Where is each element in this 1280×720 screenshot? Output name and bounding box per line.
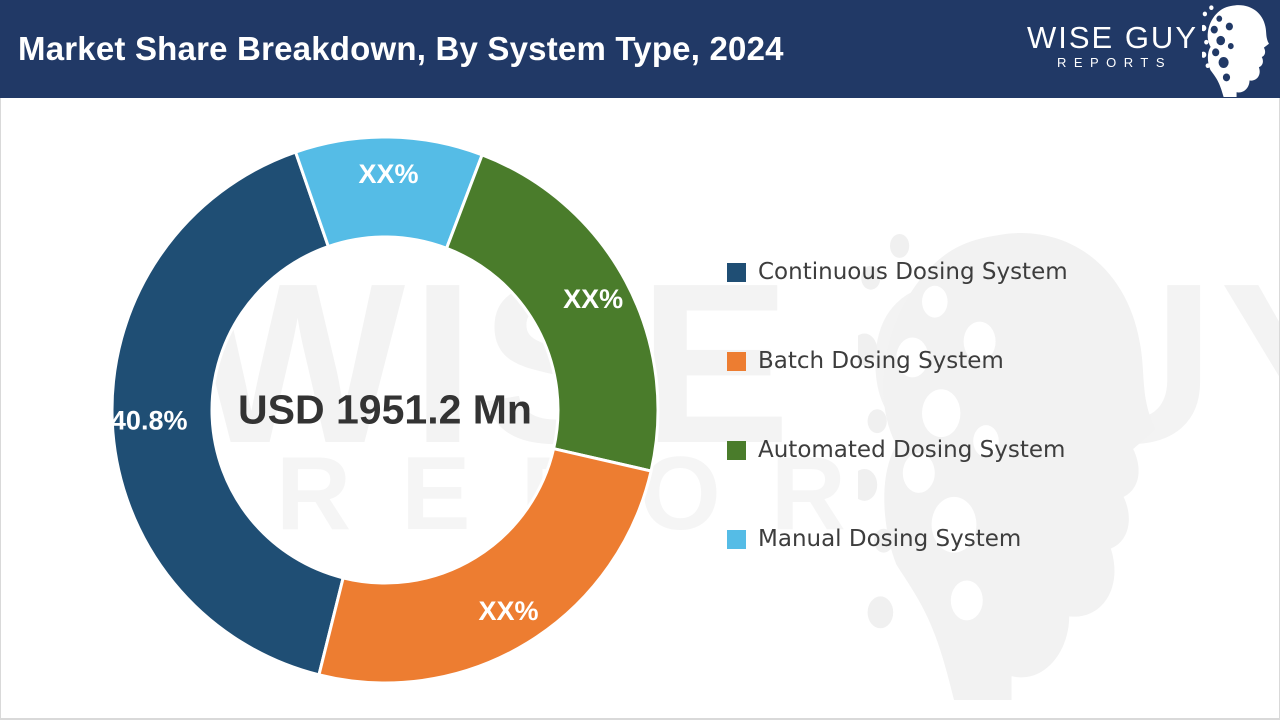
- watermark-face-logo: [858, 233, 1156, 700]
- logo-wordmark: WISE GUY: [1026, 19, 1198, 55]
- legend-swatch: [727, 529, 746, 549]
- legend-label: Manual Dosing System: [758, 526, 1022, 552]
- segment-percentage-label: 40.8%: [111, 406, 188, 436]
- segment-percentage-label: XX%: [478, 596, 538, 626]
- legend-label: Continuous Dosing System: [758, 259, 1068, 285]
- donut-segment-3[interactable]: [317, 447, 653, 685]
- legend-item-3[interactable]: Manual Dosing System: [727, 526, 1068, 552]
- logo-reports-text: REPORTS: [1056, 55, 1173, 71]
- segment-percentage-label: XX%: [563, 284, 623, 314]
- chart-center-value: USD 1951.2 Mn: [238, 386, 532, 433]
- logo-text: WISE GUY REPORTS: [1026, 19, 1198, 71]
- page-title: Market Share Breakdown, By System Type, …: [18, 30, 784, 67]
- legend-swatch: [727, 440, 746, 460]
- legend-label: Automated Dosing System: [758, 437, 1066, 463]
- legend-swatch: [727, 351, 746, 371]
- donut-segment-2[interactable]: [445, 153, 660, 473]
- donut-segment-0[interactable]: [110, 150, 345, 677]
- legend-label: Batch Dosing System: [758, 348, 1004, 374]
- logo-face-icon: [1202, 5, 1269, 97]
- chart-legend: Continuous Dosing System Batch Dosing Sys…: [727, 259, 1068, 615]
- segment-percentage-label: XX%: [358, 159, 418, 189]
- header-bar: Market Share Breakdown, By System Type, …: [0, 0, 1280, 98]
- legend-item-2[interactable]: Automated Dosing System: [727, 437, 1068, 463]
- legend-item-1[interactable]: Batch Dosing System: [727, 348, 1068, 374]
- legend-swatch: [727, 262, 746, 282]
- legend-item-0[interactable]: Continuous Dosing System: [727, 259, 1068, 285]
- wise-guy-logo: WISE GUY REPORTS: [1027, 2, 1274, 98]
